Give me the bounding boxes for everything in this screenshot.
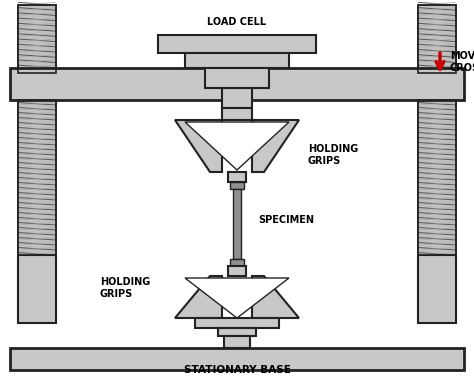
Bar (418, 100, 456, 255)
Bar (205, 68, 269, 88)
Bar (18, 5, 56, 73)
Bar (230, 182, 244, 189)
Bar (224, 336, 250, 348)
Bar (10, 68, 464, 100)
Bar (222, 88, 252, 108)
Bar (158, 35, 316, 53)
Bar (18, 100, 56, 255)
Polygon shape (252, 120, 299, 172)
Polygon shape (175, 120, 222, 172)
Bar (18, 100, 56, 255)
Bar (218, 328, 256, 336)
Bar (10, 348, 464, 370)
Text: HOLDING
GRIPS: HOLDING GRIPS (308, 144, 358, 166)
Bar (222, 108, 252, 120)
Bar (233, 189, 241, 259)
Polygon shape (175, 276, 222, 318)
Bar (418, 100, 456, 255)
Polygon shape (185, 122, 289, 170)
Bar (18, 5, 56, 73)
Bar (230, 259, 244, 266)
Bar (18, 255, 56, 323)
Bar (418, 5, 456, 73)
Bar (195, 318, 279, 328)
Bar (418, 255, 456, 323)
Bar (418, 5, 456, 73)
Bar (228, 172, 246, 182)
Text: MOVING
CROSSHEAD: MOVING CROSSHEAD (450, 51, 474, 73)
Polygon shape (252, 276, 299, 318)
Polygon shape (185, 278, 289, 318)
Text: HOLDING
GRIPS: HOLDING GRIPS (100, 277, 150, 299)
Text: LOAD CELL: LOAD CELL (208, 17, 266, 27)
Bar (185, 53, 289, 68)
Bar (228, 266, 246, 276)
Text: STATIONARY BASE: STATIONARY BASE (183, 365, 291, 375)
Text: SPECIMEN: SPECIMEN (258, 215, 314, 225)
